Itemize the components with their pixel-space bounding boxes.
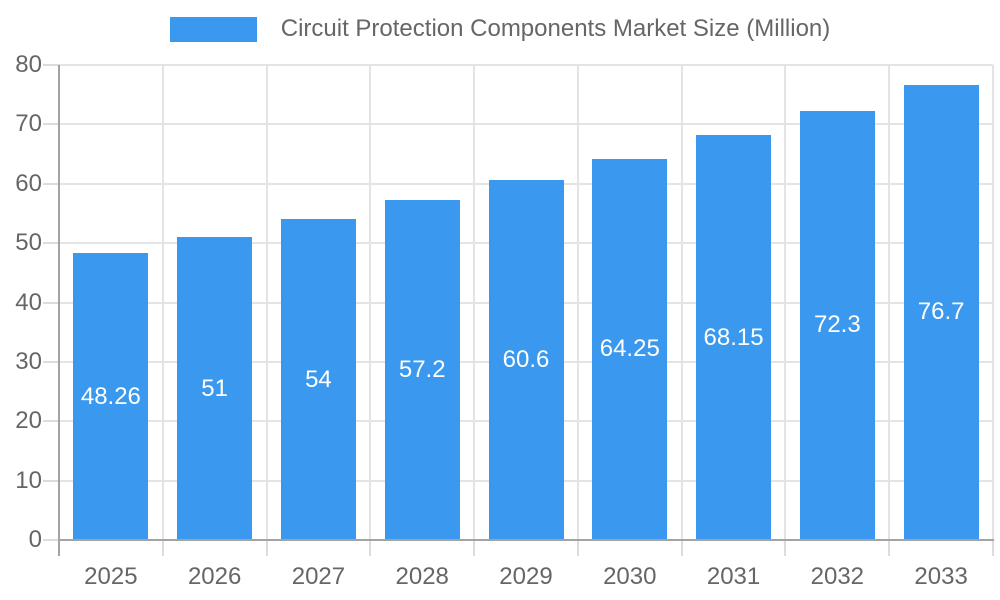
- bar-value-label: 76.7: [917, 298, 965, 326]
- x-axis-line: [58, 539, 994, 541]
- bar[interactable]: [696, 135, 772, 540]
- x-tick-mark: [369, 540, 372, 556]
- y-tick-mark: [43, 479, 59, 482]
- y-tick-label: 20: [15, 407, 42, 435]
- bar[interactable]: [384, 200, 460, 540]
- x-tick-mark: [992, 540, 994, 556]
- bar[interactable]: [177, 237, 253, 540]
- y-tick-mark: [43, 301, 59, 304]
- bar-value-label: 51: [201, 374, 228, 402]
- y-tick-label: 10: [15, 466, 42, 494]
- bar-value-label: 72.3: [813, 311, 861, 339]
- bar-value-label: 64.25: [599, 335, 660, 363]
- x-tick-mark: [161, 540, 164, 556]
- x-tick-label: 2025: [84, 563, 138, 590]
- y-tick-mark: [43, 64, 59, 66]
- y-tick-mark: [43, 182, 59, 185]
- bar-value-label: 54: [305, 365, 332, 393]
- bar-value-label: 48.26: [80, 382, 141, 410]
- bar[interactable]: [73, 253, 149, 540]
- x-gridline: [680, 65, 683, 540]
- legend-swatch-icon: [169, 16, 257, 42]
- x-gridline: [369, 65, 372, 540]
- bar-value-label: 68.15: [703, 323, 764, 351]
- y-tick-mark: [43, 123, 59, 126]
- x-gridline: [992, 65, 994, 540]
- y-tick-mark: [43, 242, 59, 245]
- x-tick-mark: [576, 540, 579, 556]
- y-tick-label: 70: [15, 110, 42, 138]
- x-tick-label: 2029: [499, 563, 553, 590]
- x-gridline: [784, 65, 787, 540]
- y-tick-mark: [43, 420, 59, 423]
- bar[interactable]: [280, 219, 356, 540]
- y-tick-label: 40: [15, 288, 42, 316]
- y-tick-label: 30: [15, 347, 42, 375]
- y-tick-label: 80: [15, 51, 42, 78]
- x-tick-label: 2030: [603, 563, 657, 590]
- x-tick-label: 2033: [914, 563, 968, 590]
- x-tick-mark: [265, 540, 268, 556]
- x-tick-label: 2031: [706, 563, 761, 590]
- x-tick-label: 2028: [395, 563, 449, 590]
- x-gridline: [473, 65, 476, 540]
- x-tick-mark: [888, 540, 891, 556]
- bar[interactable]: [903, 84, 979, 540]
- y-gridline: [59, 64, 993, 66]
- bar[interactable]: [488, 180, 564, 540]
- y-tick-mark: [43, 360, 59, 363]
- x-tick-label: 2027: [291, 563, 346, 590]
- x-gridline: [265, 65, 268, 540]
- x-gridline: [161, 65, 164, 540]
- bar[interactable]: [592, 158, 668, 540]
- x-tick-label: 2026: [187, 563, 242, 590]
- y-tick-label: 60: [15, 169, 42, 197]
- bar-value-label: 60.6: [502, 346, 550, 374]
- bar-value-label: 57.2: [398, 356, 446, 384]
- y-tick-mark: [43, 539, 59, 541]
- x-gridline: [576, 65, 579, 540]
- x-gridline: [888, 65, 891, 540]
- y-tick-label: 0: [28, 526, 42, 553]
- x-tick-label: 2032: [810, 563, 865, 590]
- bar[interactable]: [799, 110, 875, 540]
- legend-label: Circuit Protection Components Market Siz…: [280, 15, 831, 42]
- chart-legend[interactable]: Circuit Protection Components Market Siz…: [0, 15, 1000, 43]
- x-tick-mark: [680, 540, 683, 556]
- x-tick-mark: [473, 540, 476, 556]
- y-gridline: [59, 123, 993, 126]
- y-tick-label: 50: [15, 229, 42, 257]
- y-axis-line: [58, 65, 60, 556]
- x-tick-mark: [784, 540, 787, 556]
